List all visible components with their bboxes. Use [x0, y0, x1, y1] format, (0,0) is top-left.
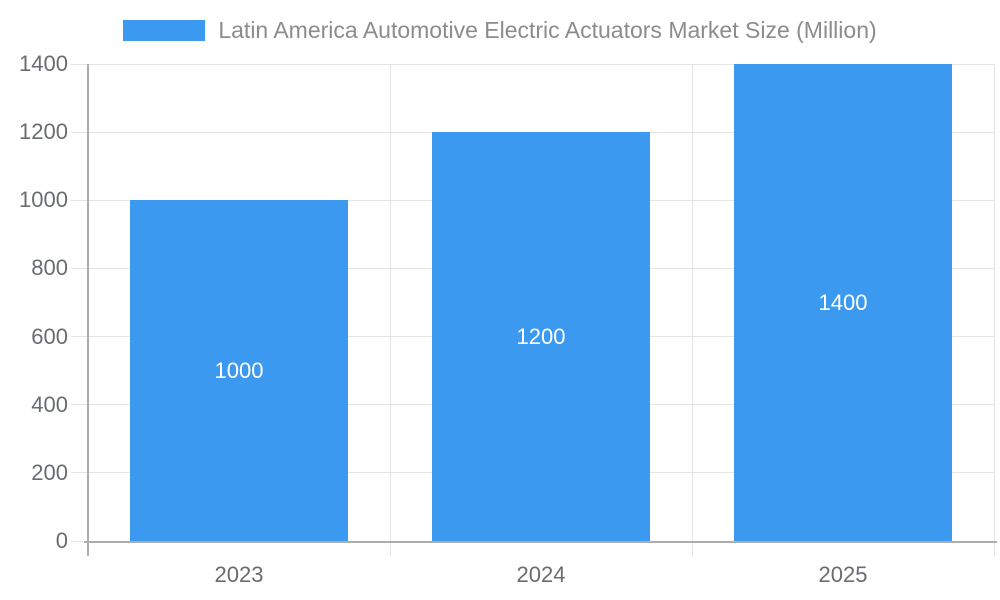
y-axis-tick-label: 600	[31, 323, 68, 349]
y-axis-tick-label: 800	[31, 255, 68, 281]
x-axis-line	[84, 540, 997, 543]
y-axis-tick-label: 1200	[19, 119, 68, 145]
y-axis-tick-label: 0	[55, 528, 68, 553]
bar-2024[interactable]: 1200	[432, 132, 650, 541]
x-gridline	[389, 64, 391, 556]
bar-value-label: 1000	[214, 357, 264, 383]
x-axis-tick-label: 2023	[214, 562, 264, 587]
bar-value-label: 1200	[516, 323, 566, 349]
bar-2025[interactable]: 1400	[734, 64, 952, 541]
x-gridline	[993, 64, 995, 556]
y-axis-tick-label: 1400	[19, 51, 68, 76]
bar-2023[interactable]: 1000	[130, 200, 348, 541]
legend-label: Latin America Automotive Electric Actuat…	[218, 17, 877, 43]
y-axis-tick-label: 400	[31, 391, 68, 417]
y-axis-tick-label: 200	[31, 459, 68, 485]
legend[interactable]: Latin America Automotive Electric Actuat…	[0, 17, 1000, 44]
x-axis-tick-label: 2024	[516, 562, 566, 587]
bar-value-label: 1400	[818, 289, 868, 315]
y-axis-tick-label: 1000	[19, 187, 68, 213]
x-gridline	[691, 64, 693, 556]
legend-swatch	[123, 20, 206, 41]
x-axis-tick-label: 2025	[818, 562, 868, 587]
y-axis-line	[86, 64, 89, 556]
y-gridline	[71, 63, 994, 65]
